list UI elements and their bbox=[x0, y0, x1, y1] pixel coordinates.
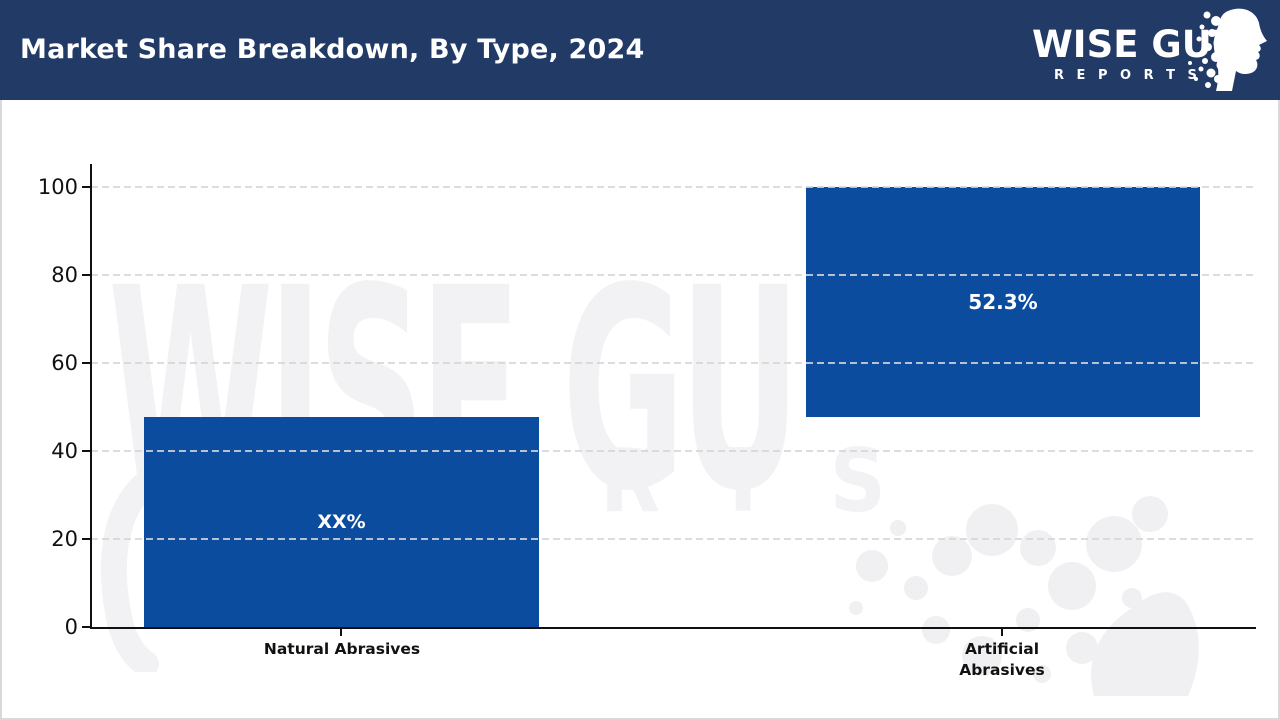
category-label-line: Artificial bbox=[964, 640, 1040, 658]
plot-area: WISE GU RTS XX% 52.3% bbox=[0, 100, 1280, 720]
y-tick-label: 80 bbox=[51, 263, 78, 287]
category-label-line: Abrasives bbox=[959, 661, 1045, 679]
y-tickmark bbox=[82, 450, 90, 452]
y-tickmark bbox=[82, 362, 90, 364]
wise-guy-reports-logo: WISE GUY R E P O R T S bbox=[1032, 8, 1267, 91]
header-bar: Market Share Breakdown, By Type, 2024 WI… bbox=[0, 0, 1280, 100]
y-tick-label: 60 bbox=[51, 351, 78, 375]
y-axis-line bbox=[90, 164, 92, 629]
y-tick-label: 0 bbox=[64, 615, 78, 639]
y-tick-label: 40 bbox=[51, 439, 78, 463]
category-label-natural: Natural Abrasives bbox=[263, 640, 421, 658]
bar-value-label: 52.3% bbox=[968, 290, 1038, 314]
bar-value-label: XX% bbox=[317, 511, 366, 533]
y-tickmark bbox=[82, 538, 90, 540]
watermark-letters: RTS bbox=[600, 431, 946, 533]
y-tick-label: 20 bbox=[51, 527, 78, 551]
logo-subtitle: R E P O R T S bbox=[1054, 68, 1201, 83]
y-tickmark bbox=[82, 626, 90, 628]
x-tickmark bbox=[1001, 629, 1003, 636]
x-tickmark bbox=[340, 629, 342, 636]
y-tickmark bbox=[82, 186, 90, 188]
x-axis-line bbox=[90, 627, 1256, 629]
bar-artificial-abrasives: 52.3% bbox=[806, 187, 1200, 417]
chart-title: Market Share Breakdown, By Type, 2024 bbox=[20, 34, 645, 65]
y-tick-label: 100 bbox=[37, 175, 78, 199]
logo-face-profile-icon bbox=[1213, 8, 1267, 91]
bar-natural-abrasives: XX% bbox=[144, 417, 539, 627]
category-label-artificial: Artificial Abrasives bbox=[902, 639, 1102, 681]
y-tickmark bbox=[82, 274, 90, 276]
